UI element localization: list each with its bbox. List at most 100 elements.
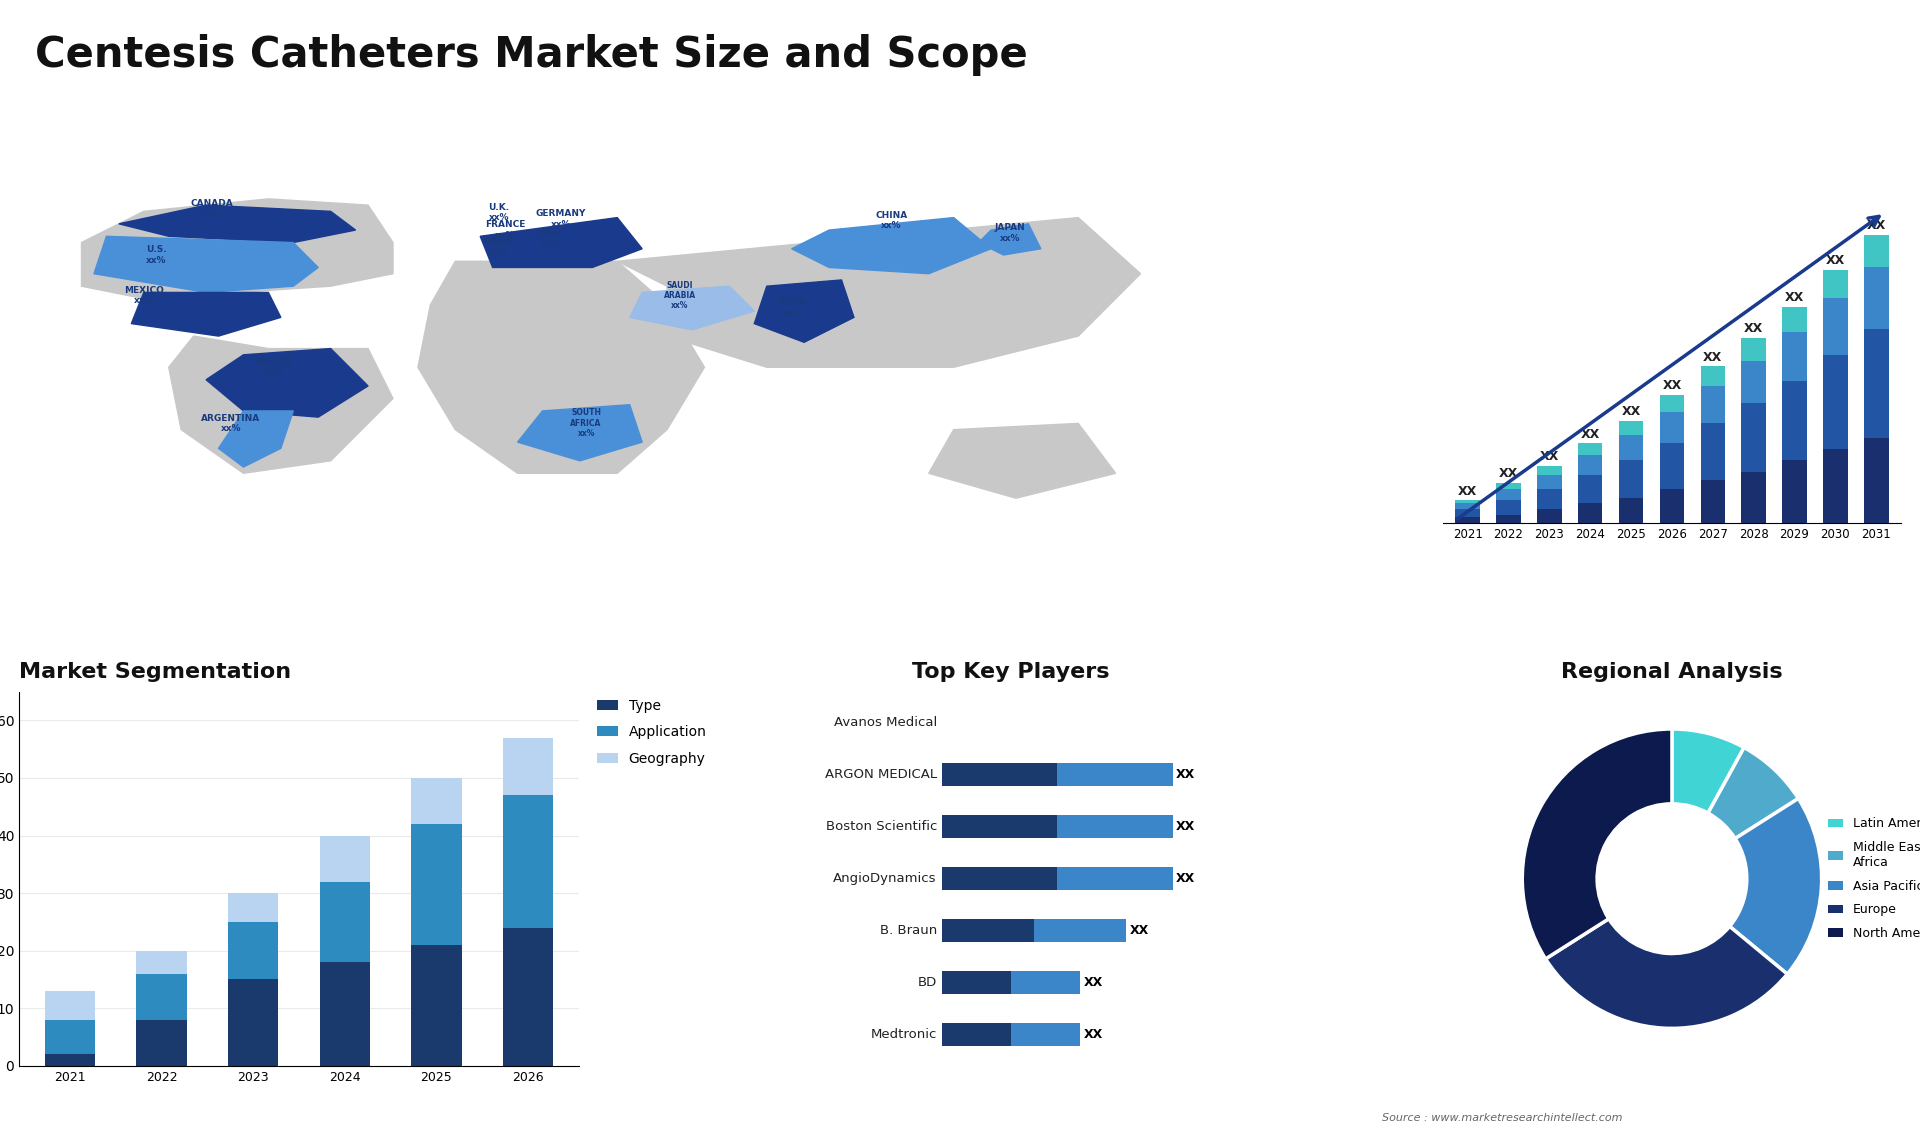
Bar bbox=[1619, 461, 1644, 497]
Bar bbox=[1824, 449, 1847, 524]
Text: SOUTH
AFRICA
xx%: SOUTH AFRICA xx% bbox=[570, 408, 601, 438]
Bar bbox=[1455, 503, 1480, 509]
Bar bbox=[1578, 474, 1603, 503]
Bar bbox=[411, 824, 461, 945]
Wedge shape bbox=[1546, 919, 1788, 1028]
Bar bbox=[1058, 868, 1173, 890]
Text: XX: XX bbox=[1177, 821, 1196, 833]
Text: AngioDynamics: AngioDynamics bbox=[833, 872, 937, 885]
Bar bbox=[1741, 361, 1766, 403]
Text: XX: XX bbox=[1743, 322, 1763, 335]
Polygon shape bbox=[169, 336, 394, 473]
Bar bbox=[228, 980, 278, 1066]
Bar bbox=[941, 919, 1035, 942]
Bar bbox=[1824, 298, 1847, 355]
Bar bbox=[411, 945, 461, 1066]
Text: U.S.
xx%: U.S. xx% bbox=[146, 245, 167, 265]
Bar bbox=[1058, 815, 1173, 839]
Text: XX: XX bbox=[1457, 485, 1476, 497]
Bar bbox=[1824, 355, 1847, 449]
Text: XX: XX bbox=[1786, 291, 1805, 304]
Text: B. Braun: B. Braun bbox=[879, 924, 937, 937]
Bar bbox=[1496, 484, 1521, 489]
Polygon shape bbox=[94, 236, 319, 292]
Text: MEXICO
xx%: MEXICO xx% bbox=[125, 285, 163, 305]
Text: XX: XX bbox=[1622, 405, 1642, 418]
Bar bbox=[1619, 497, 1644, 524]
Bar bbox=[1741, 338, 1766, 361]
Text: XX: XX bbox=[1866, 220, 1885, 233]
Bar bbox=[1010, 1023, 1081, 1046]
Text: Source : www.marketresearchintellect.com: Source : www.marketresearchintellect.com bbox=[1382, 1113, 1622, 1123]
Text: XX: XX bbox=[1500, 468, 1519, 480]
Text: SAUDI
ARABIA
xx%: SAUDI ARABIA xx% bbox=[664, 281, 695, 311]
Legend: Type, Application, Geography: Type, Application, Geography bbox=[597, 699, 707, 766]
Bar bbox=[228, 921, 278, 980]
Bar bbox=[1701, 367, 1724, 386]
Text: INDIA
xx%: INDIA xx% bbox=[778, 298, 806, 317]
Bar bbox=[1701, 480, 1724, 524]
Bar bbox=[1659, 395, 1684, 413]
Text: Boston Scientific: Boston Scientific bbox=[826, 821, 937, 833]
Bar bbox=[1496, 501, 1521, 515]
Text: XX: XX bbox=[1083, 1028, 1102, 1041]
Polygon shape bbox=[131, 292, 280, 336]
Polygon shape bbox=[979, 223, 1041, 256]
Text: XX: XX bbox=[1703, 351, 1722, 363]
Bar bbox=[503, 738, 553, 795]
Title: Top Key Players: Top Key Players bbox=[912, 661, 1110, 682]
Bar bbox=[44, 1020, 94, 1054]
Text: JAPAN
xx%: JAPAN xx% bbox=[995, 223, 1025, 243]
Bar bbox=[1782, 461, 1807, 524]
Polygon shape bbox=[219, 411, 294, 468]
Text: Medtronic: Medtronic bbox=[870, 1028, 937, 1041]
Polygon shape bbox=[81, 199, 394, 299]
Bar bbox=[941, 763, 1058, 786]
Text: BD: BD bbox=[918, 976, 937, 989]
Bar bbox=[1741, 403, 1766, 472]
Text: BRAZIL
xx%: BRAZIL xx% bbox=[257, 358, 294, 377]
Bar bbox=[44, 1054, 94, 1066]
Text: Avanos Medical: Avanos Medical bbox=[833, 716, 937, 729]
Bar bbox=[228, 893, 278, 921]
Bar bbox=[1058, 763, 1173, 786]
Bar bbox=[941, 1023, 1010, 1046]
Bar bbox=[1455, 509, 1480, 518]
Text: XX: XX bbox=[1083, 976, 1102, 989]
Text: ARGENTINA
xx%: ARGENTINA xx% bbox=[202, 414, 261, 433]
Bar bbox=[503, 795, 553, 927]
Text: ARGON MEDICAL: ARGON MEDICAL bbox=[826, 768, 937, 782]
Bar bbox=[1538, 509, 1561, 524]
Bar bbox=[1455, 518, 1480, 524]
Legend: Latin America, Middle East &
Africa, Asia Pacific, Europe, North America: Latin America, Middle East & Africa, Asi… bbox=[1828, 817, 1920, 940]
Bar bbox=[136, 951, 186, 974]
Bar bbox=[1035, 919, 1127, 942]
Text: ITALY
xx%: ITALY xx% bbox=[536, 229, 563, 249]
Bar bbox=[1659, 413, 1684, 444]
Bar bbox=[1864, 438, 1889, 524]
Bar bbox=[1864, 267, 1889, 329]
Text: U.K.
xx%: U.K. xx% bbox=[488, 203, 509, 222]
Bar bbox=[319, 963, 371, 1066]
Bar bbox=[1741, 472, 1766, 524]
Bar bbox=[136, 1020, 186, 1066]
Bar bbox=[1496, 489, 1521, 501]
Bar bbox=[1538, 489, 1561, 509]
Bar bbox=[1578, 503, 1603, 524]
Text: SPAIN
xx%: SPAIN xx% bbox=[484, 238, 515, 257]
Bar bbox=[1659, 489, 1684, 524]
Text: Centesis Catheters Market Size and Scope: Centesis Catheters Market Size and Scope bbox=[35, 34, 1027, 77]
Bar bbox=[1701, 386, 1724, 423]
Polygon shape bbox=[616, 218, 1140, 367]
Bar bbox=[1864, 235, 1889, 267]
Text: XX: XX bbox=[1129, 924, 1150, 937]
Polygon shape bbox=[119, 205, 355, 243]
Text: FRANCE
xx%: FRANCE xx% bbox=[486, 220, 526, 240]
Bar bbox=[1455, 501, 1480, 503]
Bar bbox=[1619, 434, 1644, 461]
Bar bbox=[411, 778, 461, 824]
Bar bbox=[1496, 515, 1521, 524]
Text: XX: XX bbox=[1540, 450, 1559, 463]
Text: GERMANY
xx%: GERMANY xx% bbox=[536, 209, 586, 228]
Text: XX: XX bbox=[1663, 379, 1682, 392]
